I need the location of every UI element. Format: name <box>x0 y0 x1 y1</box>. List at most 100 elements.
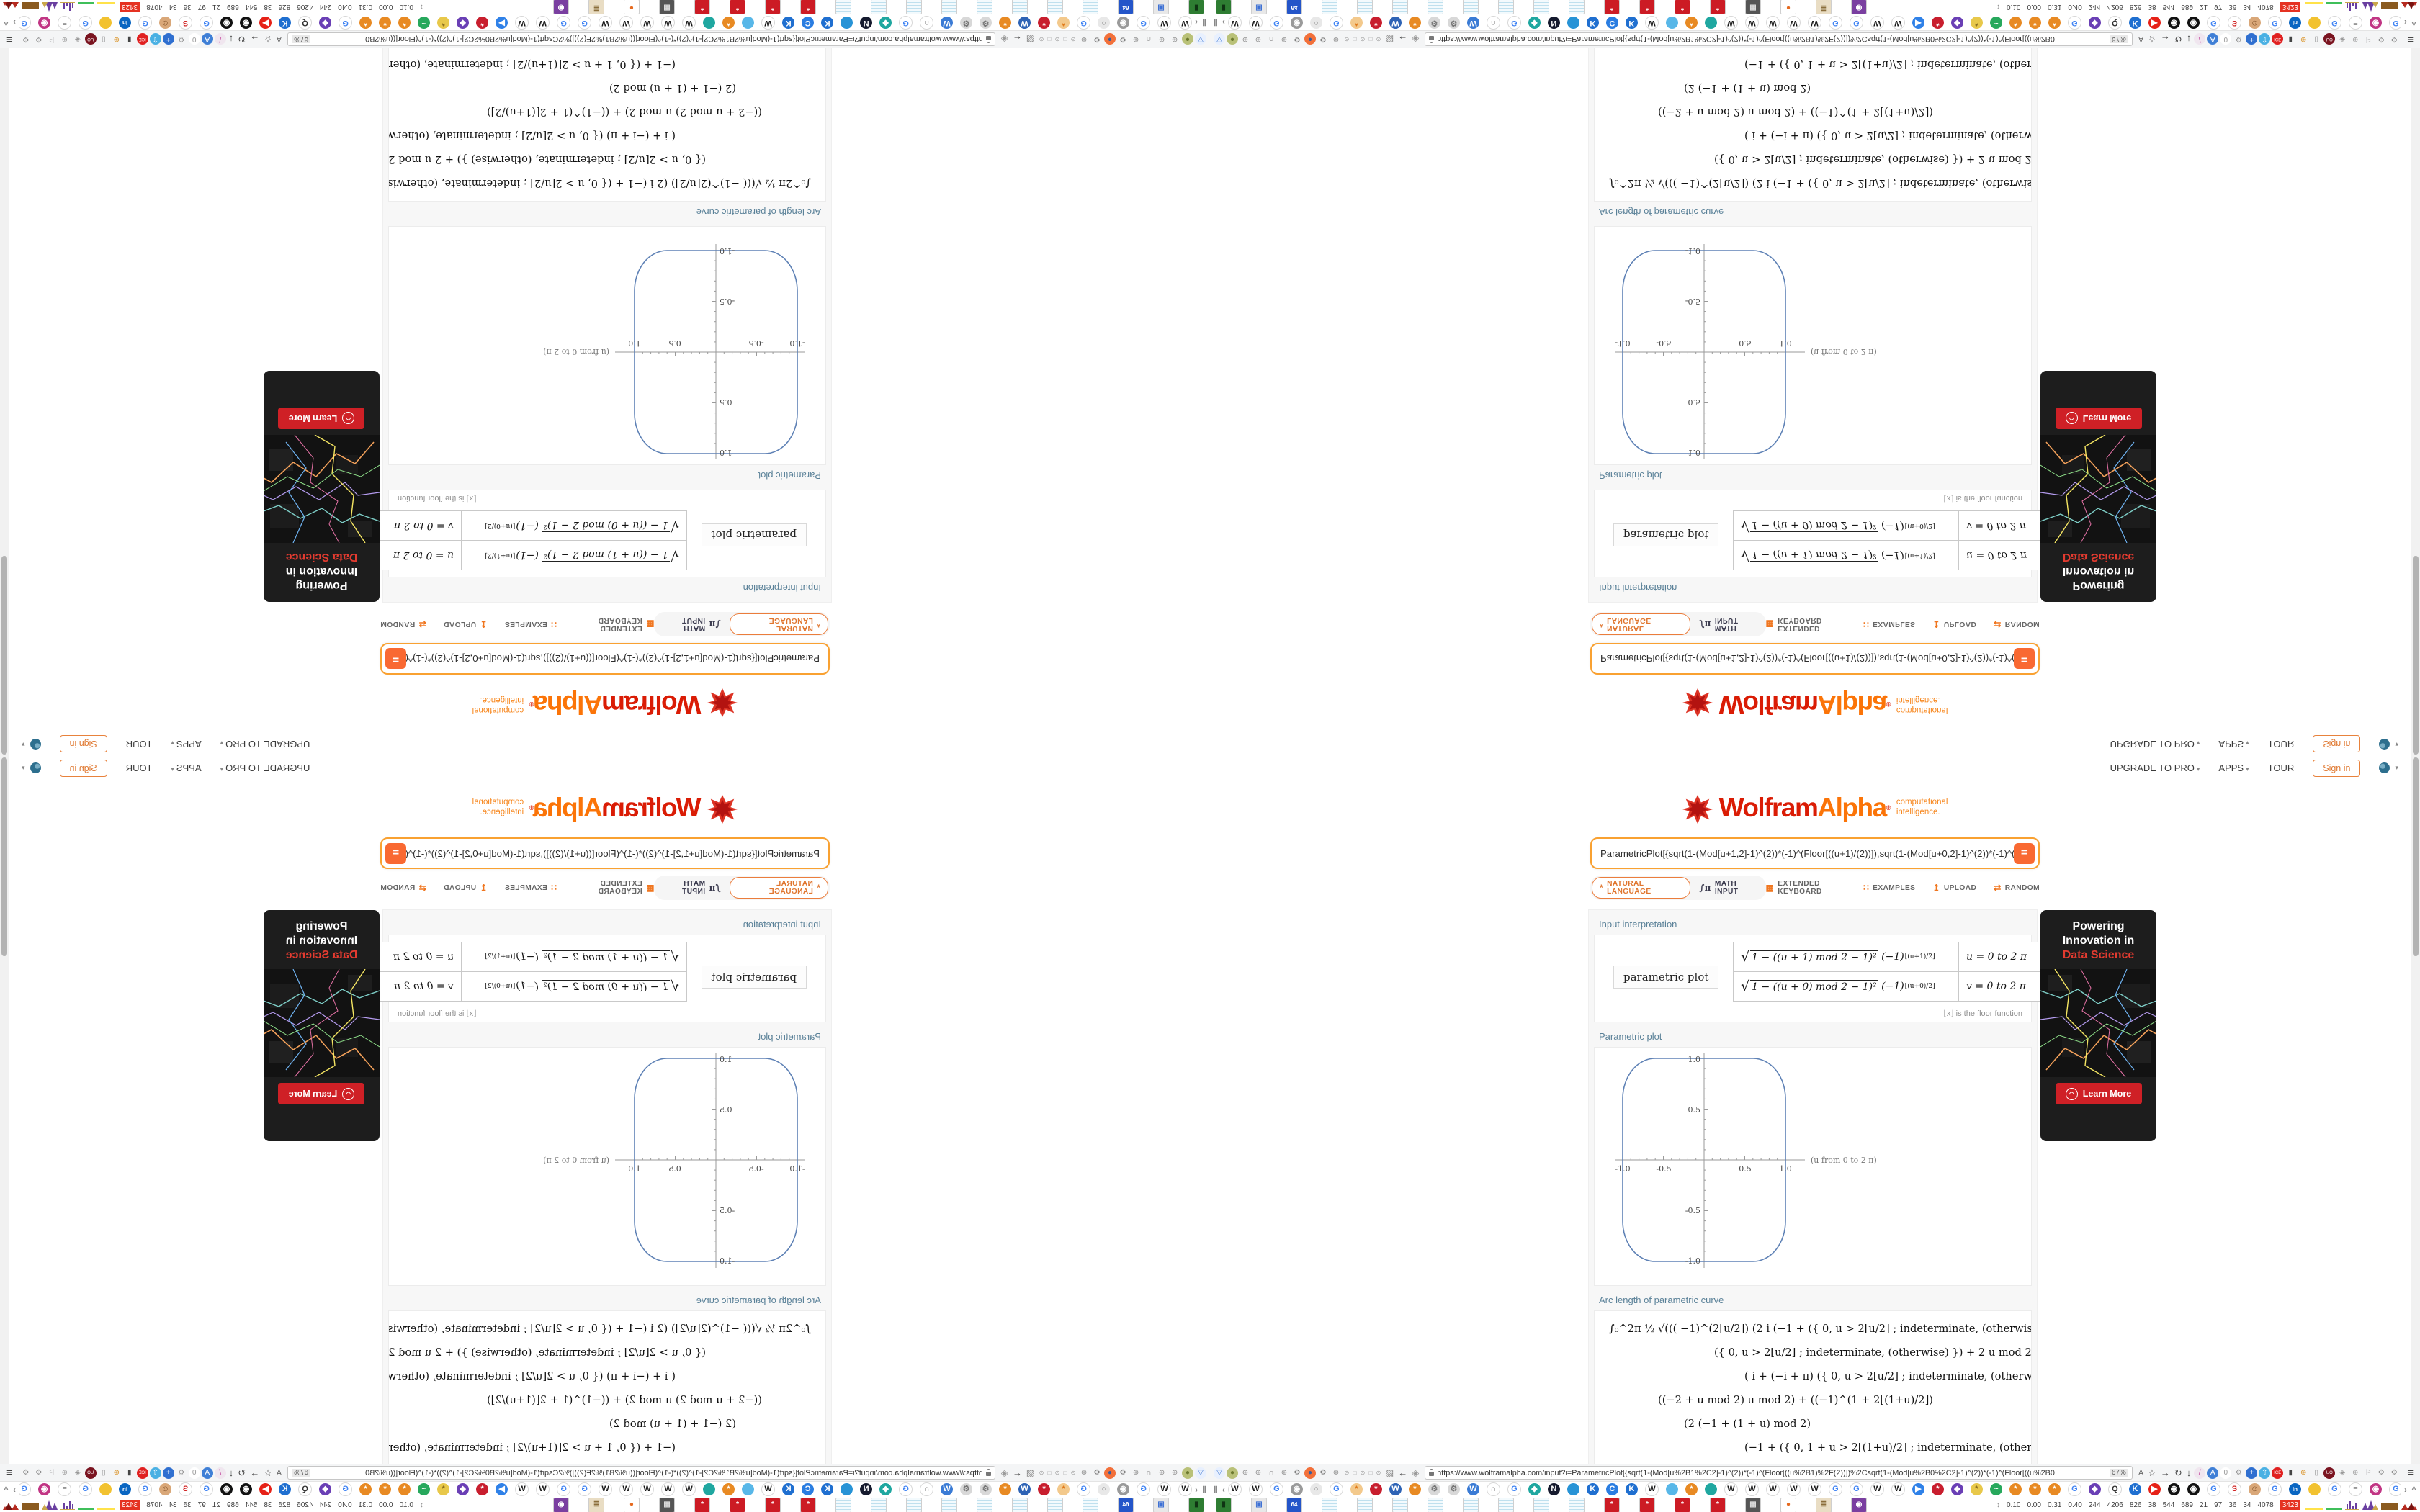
reload-icon[interactable]: ↻ <box>2174 34 2182 45</box>
bookmark-favicon[interactable]: * <box>1931 17 1944 29</box>
extension-icon[interactable]: ▯ <box>2314 35 2318 44</box>
app-shortcut-icon[interactable]: ◉ <box>553 0 569 15</box>
bookmark-favicon[interactable]: * <box>1369 17 1382 29</box>
extension-icon[interactable]: ⚙ <box>35 35 42 44</box>
sign-in-button[interactable]: Sign in <box>2313 759 2361 777</box>
bookmark-favicon[interactable]: * <box>476 1483 489 1495</box>
extension-icon[interactable]: A <box>2207 33 2219 45</box>
scroll-control-icon[interactable]: ‹ <box>1195 1484 1198 1495</box>
bookmark-favicon[interactable]: W <box>619 16 634 30</box>
nav-tour[interactable]: TOUR <box>2267 762 2295 773</box>
bookmark-favicon[interactable]: ◉ <box>2369 17 2382 29</box>
bookmark-favicon[interactable]: K <box>821 17 834 29</box>
bookmark-favicon[interactable]: ● <box>1665 1483 1678 1495</box>
bookmark-favicon[interactable]: K <box>821 1483 834 1495</box>
extension-icon[interactable]: A <box>2207 1467 2219 1479</box>
download-icon[interactable]: ↓ <box>228 1467 234 1478</box>
ad-learn-more-button[interactable]: ◠ Learn More <box>2055 408 2142 429</box>
extension-icon[interactable]: ⚙ <box>1294 35 1301 44</box>
bookmark-favicon[interactable]: ⚙ <box>1447 17 1460 29</box>
bookmark-favicon[interactable]: G <box>2388 16 2401 30</box>
bookmark-favicon[interactable]: in <box>2288 17 2301 29</box>
page-scrollbar[interactable] <box>2411 756 2420 1464</box>
tool-button[interactable]: ↥ UPLOAD <box>1932 619 1977 629</box>
tool-button[interactable]: ↥ UPLOAD <box>443 619 488 629</box>
reader-mode-icon[interactable]: A <box>276 1468 282 1477</box>
nav-tour[interactable]: TOUR <box>125 762 153 773</box>
app-shortcut-icon[interactable]: ● <box>1780 1497 1796 1512</box>
forward-icon[interactable]: → <box>250 1467 260 1478</box>
bookmark-favicon[interactable]: ◉ <box>38 1483 51 1495</box>
extension-icon[interactable]: UO <box>2323 33 2336 45</box>
bookmark-favicon[interactable]: ● <box>742 17 755 29</box>
extension-icon[interactable]: ⊕ <box>1158 35 1165 44</box>
extension-icon[interactable]: ▮ <box>2288 1468 2293 1477</box>
app-shortcut-icon[interactable]: ▣ <box>1153 0 1169 15</box>
tool-button[interactable]: ▦ EXTENDED KEYBOARD <box>1765 880 1822 896</box>
extension-icon[interactable]: ICE <box>2272 33 2284 45</box>
address-bar[interactable]: https://www.wolframalpha.com/input?i=Par… <box>1425 1466 2133 1480</box>
tab-control-icon[interactable]: ⊙ <box>1376 36 1381 43</box>
bookmark-favicon[interactable]: K <box>1625 17 1638 29</box>
app-shortcut-icon[interactable] <box>835 0 851 15</box>
extension-icon[interactable]: ▮ <box>2288 35 2293 44</box>
bookmark-favicon[interactable]: W <box>515 16 529 30</box>
bookmark-favicon[interactable]: K <box>2128 17 2141 29</box>
ad-learn-more-button[interactable]: ◠ Learn More <box>278 1083 365 1104</box>
folder-icon[interactable]: ▨ <box>1385 1467 1394 1478</box>
bookmark-favicon[interactable]: W <box>1765 16 1780 30</box>
bookmark-favicon[interactable]: ● <box>841 17 853 29</box>
menu-icon[interactable]: ≡ <box>6 1467 13 1479</box>
extension-icon[interactable]: ▯ <box>102 35 106 44</box>
page-scrollbar[interactable] <box>2411 48 2420 756</box>
nav-tour[interactable]: TOUR <box>2267 739 2295 750</box>
bookmark-favicon[interactable]: G <box>1828 16 1842 30</box>
app-shortcut-icon[interactable] <box>871 0 887 15</box>
bookmark-favicon[interactable]: W <box>1157 1482 1172 1496</box>
bookmark-favicon[interactable]: Q <box>2107 16 2122 30</box>
bookmark-favicon[interactable]: W <box>1765 1482 1780 1496</box>
nav-apps[interactable]: APPS▾ <box>171 762 202 773</box>
bookmark-favicon[interactable]: S <box>2227 1482 2241 1496</box>
scrollbar-thumb[interactable] <box>2413 757 2419 956</box>
url-text[interactable]: https://www.wolframalpha.com/input?i=Par… <box>365 1468 983 1477</box>
extension-icon[interactable]: ⊕ <box>1332 1468 1340 1477</box>
bookmark-favicon[interactable]: ◆ <box>1528 1483 1541 1495</box>
extension-icon[interactable]: ● <box>1182 33 1193 45</box>
tab-control-icon[interactable]: ⊙ <box>1070 1469 1076 1476</box>
bookmark-favicon[interactable]: G <box>2067 16 2081 30</box>
bookmark-favicon[interactable]: * <box>1408 1483 1421 1495</box>
sort-icon[interactable]: ↕ <box>1996 3 2000 12</box>
nav-tour[interactable]: TOUR <box>125 739 153 750</box>
bookmark-favicon[interactable]: C <box>1605 1483 1618 1495</box>
extension-icon[interactable]: ⚙ <box>1294 1468 1301 1477</box>
bookmark-favicon[interactable]: ○ <box>1098 17 1111 29</box>
bookmark-favicon[interactable]: W <box>1724 16 1738 30</box>
query-input[interactable]: ParametricPlot[{sqrt(1-(Mod[u+1,2]-1)^(2… <box>1590 643 2040 675</box>
app-shortcut-icon[interactable]: ◉ <box>1851 0 1867 15</box>
shield-icon[interactable]: ◈ <box>1000 34 1008 45</box>
bookmark-favicon[interactable]: G <box>200 1482 214 1496</box>
bookmark-favicon[interactable]: * <box>1970 17 1983 29</box>
bookmark-favicon[interactable]: Q <box>2107 1482 2122 1496</box>
language-selector[interactable]: ▾ <box>2379 762 2398 773</box>
page-scrollbar[interactable] <box>0 48 9 756</box>
app-shortcut-icon[interactable]: * <box>1604 0 1620 15</box>
shield-icon[interactable]: ◈ <box>1412 34 1420 45</box>
forward-icon[interactable]: → <box>2160 34 2170 45</box>
bookmark-favicon[interactable]: W <box>536 16 550 30</box>
tab-control-icon[interactable]: ⊙ <box>1360 36 1366 43</box>
bookmark-favicon[interactable]: * <box>1685 17 1698 29</box>
app-shortcut-icon[interactable] <box>1498 1497 1514 1512</box>
scrollbar-thumb[interactable] <box>1 757 7 956</box>
bookmark-favicon[interactable]: W <box>599 16 613 30</box>
extension-icon[interactable]: ● <box>1304 33 1316 45</box>
bookmark-favicon[interactable]: ⚙ <box>960 17 973 29</box>
back-icon[interactable]: ← <box>1012 34 1022 45</box>
bookmark-favicon[interactable]: W <box>1018 1483 1031 1495</box>
bookmark-favicon[interactable]: G <box>578 1482 592 1496</box>
extension-icon[interactable]: ⊕ <box>1080 1468 1088 1477</box>
extension-icon[interactable]: 0 <box>2220 1467 2232 1479</box>
bookmark-favicon[interactable]: ◉ <box>1290 1483 1303 1495</box>
address-bar[interactable]: https://www.wolframalpha.com/input?i=Par… <box>287 1466 995 1480</box>
